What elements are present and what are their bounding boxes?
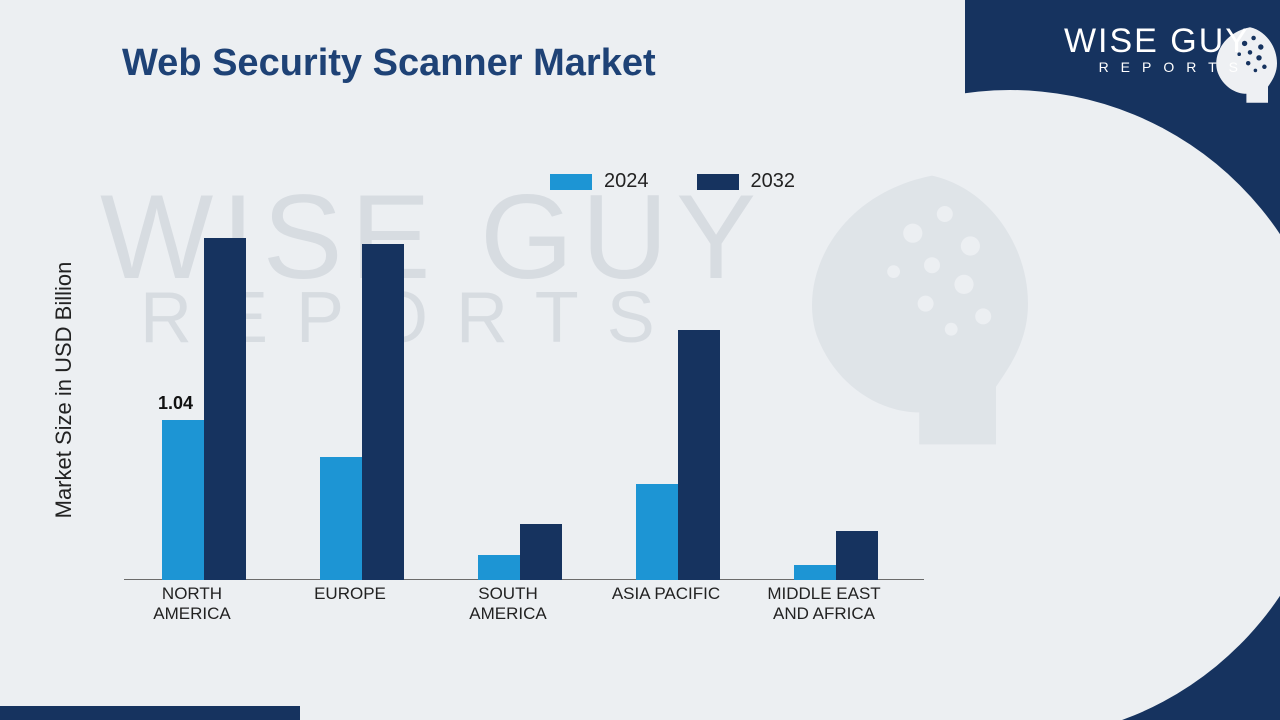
legend-swatch-2024 <box>550 174 592 190</box>
bar-2024 <box>478 555 520 580</box>
bar-2032 <box>204 238 246 580</box>
legend: 2024 2032 <box>550 170 795 193</box>
category-label: NORTH AMERICA <box>122 584 262 623</box>
legend-swatch-2032 <box>697 174 739 190</box>
bar-group <box>774 531 898 580</box>
category-label: SOUTH AMERICA <box>438 584 578 623</box>
canvas: WISE GUY REPORTS WISE GUY REPORTS Web Se… <box>0 0 1280 720</box>
bar-2032 <box>836 531 878 580</box>
legend-label-2032: 2032 <box>751 170 796 193</box>
bar-2032 <box>362 244 404 580</box>
chart-title: Web Security Scanner Market <box>122 42 656 85</box>
category-label: MIDDLE EAST AND AFRICA <box>754 584 894 623</box>
right-panel: WISE GUY REPORTS <box>965 0 1280 720</box>
bar-2024 <box>162 420 204 580</box>
bar-2024 <box>794 565 836 580</box>
bar-2032 <box>520 524 562 580</box>
y-axis-label: Market Size in USD Billion <box>51 262 77 519</box>
bottom-accent-strip <box>0 706 300 720</box>
bar-2024 <box>636 484 678 580</box>
legend-item-2024: 2024 <box>550 170 649 193</box>
chart-plot-area: 1.04 <box>124 210 924 580</box>
legend-label-2024: 2024 <box>604 170 649 193</box>
bar-2032 <box>678 330 720 580</box>
brand-line2: REPORTS <box>1064 60 1250 74</box>
bar-group <box>458 524 582 580</box>
category-label: EUROPE <box>280 584 420 604</box>
bar-group <box>300 244 424 580</box>
brand-logo: WISE GUY REPORTS <box>1064 24 1250 74</box>
bar-2024 <box>320 457 362 580</box>
bar-group <box>616 330 740 580</box>
legend-item-2032: 2032 <box>697 170 796 193</box>
brand-line1: WISE GUY <box>1064 24 1250 58</box>
bar-value-label: 1.04 <box>158 393 193 414</box>
category-label: ASIA PACIFIC <box>596 584 736 604</box>
